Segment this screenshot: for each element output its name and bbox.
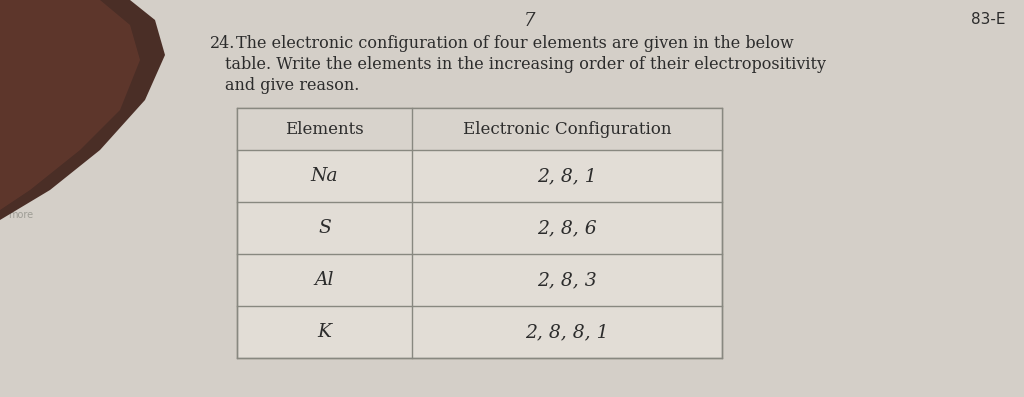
Bar — [237, 108, 722, 358]
Text: and give reason.: and give reason. — [225, 77, 359, 94]
Text: 2, 8, 6: 2, 8, 6 — [538, 219, 597, 237]
Text: Electronic Configuration: Electronic Configuration — [463, 121, 672, 137]
Polygon shape — [0, 0, 165, 220]
Text: K: K — [317, 323, 332, 341]
Text: Elements: Elements — [285, 121, 364, 137]
Text: 2, 8, 3: 2, 8, 3 — [538, 271, 597, 289]
Text: 24.: 24. — [210, 35, 236, 52]
Text: table. Write the elements in the increasing order of their electropositivity: table. Write the elements in the increas… — [225, 56, 826, 73]
Text: Al: Al — [314, 271, 334, 289]
Text: Na: Na — [310, 167, 338, 185]
Text: S: S — [318, 219, 331, 237]
Polygon shape — [0, 0, 140, 210]
Text: The electronic configuration of four elements are given in the below: The electronic configuration of four ele… — [236, 35, 794, 52]
Text: more: more — [8, 210, 33, 220]
Text: 2, 8, 1: 2, 8, 1 — [538, 167, 597, 185]
Text: 2, 8, 8, 1: 2, 8, 8, 1 — [525, 323, 608, 341]
Bar — [237, 108, 722, 150]
Text: 7: 7 — [524, 12, 536, 30]
Text: 83-E: 83-E — [971, 12, 1005, 27]
